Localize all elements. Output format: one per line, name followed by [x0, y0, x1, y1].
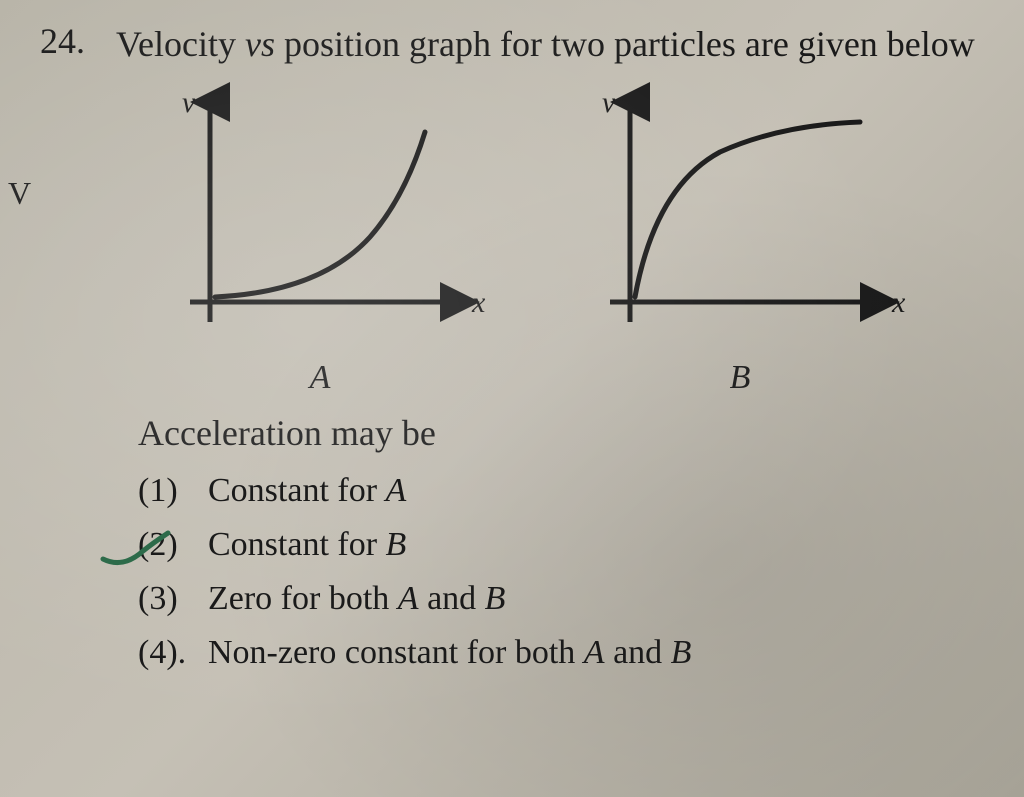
graph-a-ylabel: v — [182, 86, 196, 119]
graph-a-container: v x A — [140, 77, 500, 397]
option-3-text: Zero for both A and B — [208, 580, 505, 618]
graph-b-ylabel: v — [602, 86, 616, 119]
option-4-num: (4). — [138, 634, 208, 672]
graph-a-xlabel: x — [471, 286, 486, 319]
option-2: (2) Constant for B — [138, 526, 984, 564]
margin-annotation: V — [8, 175, 31, 212]
graph-b-container: v x B — [560, 77, 920, 397]
graph-a-label: A — [310, 359, 331, 397]
option-2-num: (2) — [138, 526, 208, 564]
option-1: (1) Constant for A — [138, 472, 984, 510]
options-list: (1) Constant for A (2) Constant for B (3… — [138, 472, 984, 672]
question-text: Velocity vs position graph for two parti… — [116, 20, 975, 69]
option-3-num: (3) — [138, 580, 208, 618]
subheading: Acceleration may be — [138, 412, 984, 454]
option-1-text: Constant for A — [208, 472, 406, 510]
graph-b-label: B — [730, 359, 751, 397]
option-2-text: Constant for B — [208, 526, 406, 564]
question-number: 24. — [40, 20, 98, 62]
question-header: 24. Velocity vs position graph for two p… — [40, 20, 984, 69]
graph-b: v x — [560, 77, 920, 357]
option-4: (4). Non-zero constant for both A and B — [138, 634, 984, 672]
graph-b-xlabel: x — [891, 286, 906, 319]
option-4-text: Non-zero constant for both A and B — [208, 634, 691, 672]
option-1-num: (1) — [138, 472, 208, 510]
graphs-row: v x A v x B — [140, 77, 984, 397]
option-3: (3) Zero for both A and B — [138, 580, 984, 618]
graph-a: v x — [140, 77, 500, 357]
